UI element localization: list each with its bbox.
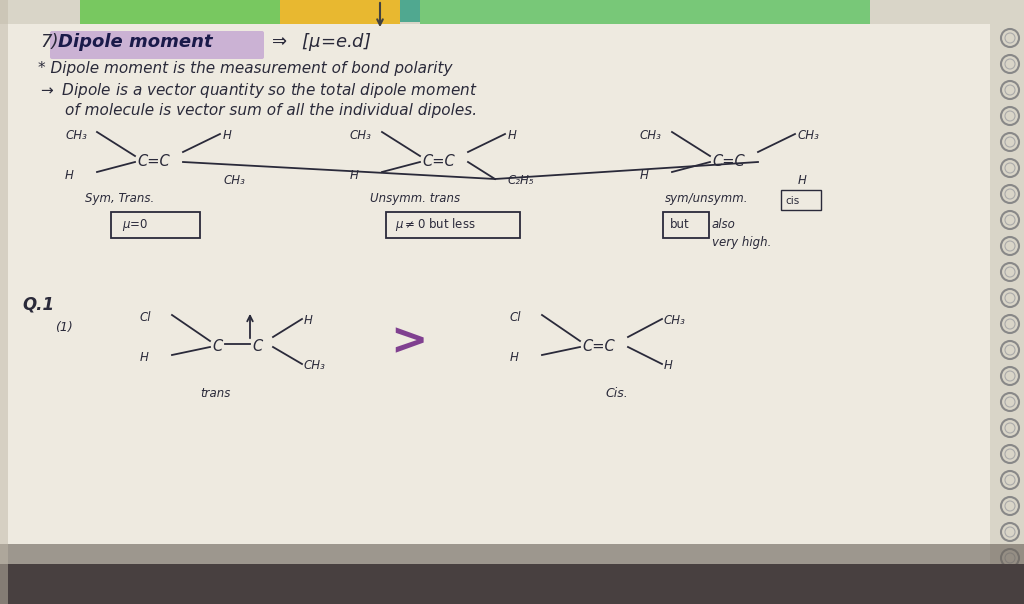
Text: C=C: C=C bbox=[582, 339, 614, 354]
Text: CH₃: CH₃ bbox=[350, 129, 372, 142]
Text: Cl: Cl bbox=[140, 311, 152, 324]
Text: H: H bbox=[508, 129, 517, 142]
Text: H: H bbox=[664, 359, 673, 372]
Text: sym/unsymm.: sym/unsymm. bbox=[665, 192, 749, 205]
Text: H: H bbox=[640, 169, 649, 182]
Bar bbox=[400, 0, 420, 22]
Text: H: H bbox=[304, 314, 313, 327]
Text: H: H bbox=[223, 129, 231, 142]
Text: C=C: C=C bbox=[422, 154, 455, 169]
Text: (1): (1) bbox=[55, 321, 73, 334]
Text: 7): 7) bbox=[40, 33, 58, 51]
Text: cis: cis bbox=[785, 196, 800, 206]
Text: * Dipole moment is the measurement of bond polarity: * Dipole moment is the measurement of bo… bbox=[38, 61, 453, 76]
Text: H: H bbox=[140, 351, 148, 364]
Text: H: H bbox=[510, 351, 519, 364]
Text: H: H bbox=[65, 169, 74, 182]
Text: CH₃: CH₃ bbox=[304, 359, 326, 372]
FancyBboxPatch shape bbox=[50, 31, 264, 59]
Bar bbox=[80, 0, 280, 24]
Text: Sym, Trans.: Sym, Trans. bbox=[85, 192, 155, 205]
Text: trans: trans bbox=[200, 387, 230, 400]
Text: C=C: C=C bbox=[712, 154, 744, 169]
Text: Cis.: Cis. bbox=[605, 387, 628, 400]
Text: Unsymm. trans: Unsymm. trans bbox=[370, 192, 460, 205]
Text: CH₃: CH₃ bbox=[664, 314, 686, 327]
Text: C₂H₅: C₂H₅ bbox=[508, 174, 535, 187]
Text: Q.1: Q.1 bbox=[22, 295, 54, 313]
Text: Cl: Cl bbox=[510, 311, 521, 324]
Text: H: H bbox=[798, 174, 807, 187]
Text: Dipole moment: Dipole moment bbox=[58, 33, 213, 51]
Text: $\rightarrow$ Dipole is a vector quantity so the total dipole moment: $\rightarrow$ Dipole is a vector quantit… bbox=[38, 81, 477, 100]
Bar bbox=[0, 564, 1024, 604]
Bar bbox=[0, 544, 1024, 564]
Text: of molecule is vector sum of all the individual dipoles.: of molecule is vector sum of all the ind… bbox=[65, 103, 477, 118]
Text: CH₃: CH₃ bbox=[223, 174, 245, 187]
Text: CH₃: CH₃ bbox=[798, 129, 820, 142]
Bar bbox=[420, 0, 620, 24]
Text: C: C bbox=[212, 339, 222, 354]
Text: very high.: very high. bbox=[712, 236, 771, 249]
Text: $\Rightarrow$  [$\mu$=e.d]: $\Rightarrow$ [$\mu$=e.d] bbox=[268, 31, 372, 53]
Text: C=C: C=C bbox=[137, 154, 170, 169]
Bar bbox=[620, 0, 650, 24]
Text: also: also bbox=[712, 218, 736, 231]
Text: $\mu$=0: $\mu$=0 bbox=[122, 217, 148, 233]
Bar bbox=[280, 0, 400, 24]
Text: C: C bbox=[252, 339, 262, 354]
Text: CH₃: CH₃ bbox=[65, 129, 87, 142]
Bar bbox=[0, 0, 8, 604]
Bar bbox=[650, 0, 870, 26]
Text: >: > bbox=[390, 320, 427, 363]
Text: but: but bbox=[670, 218, 690, 231]
Text: H: H bbox=[350, 169, 358, 182]
Text: $\mu\neq$0 but less: $\mu\neq$0 but less bbox=[395, 216, 475, 233]
Text: CH₃: CH₃ bbox=[640, 129, 662, 142]
